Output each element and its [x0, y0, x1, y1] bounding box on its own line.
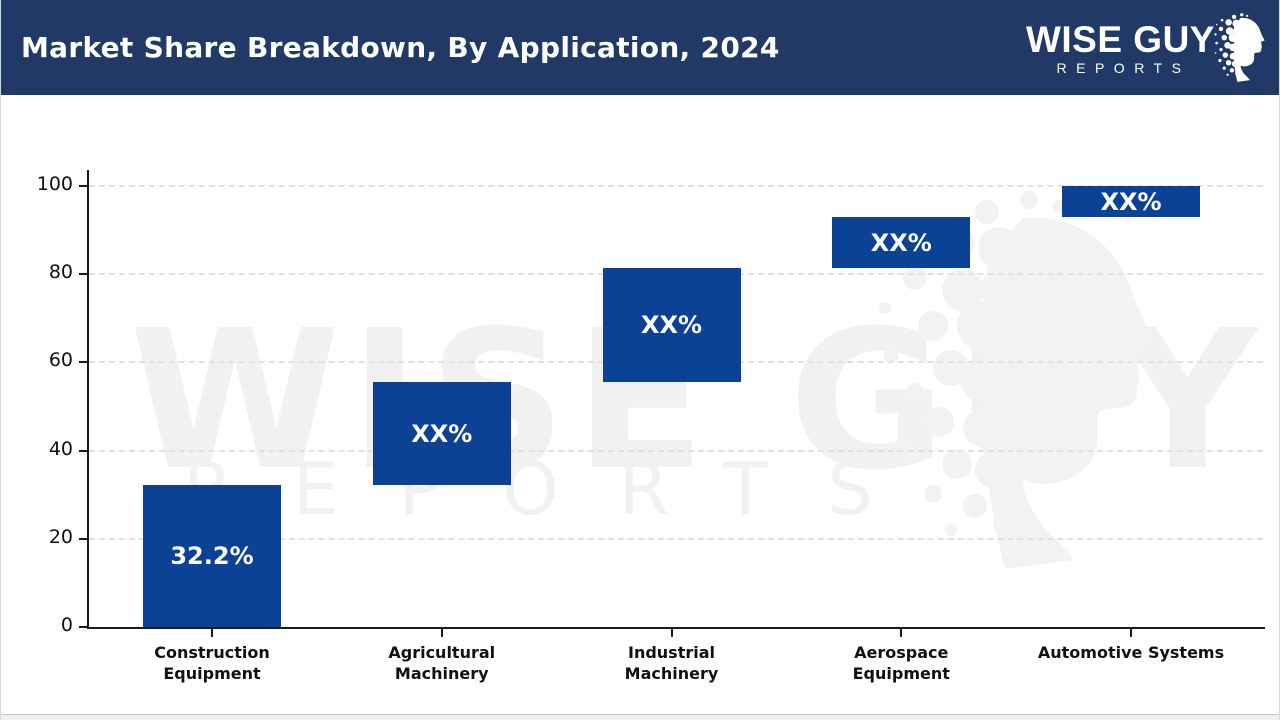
bar-value-label: XX%: [411, 419, 473, 448]
bar-value-label: XX%: [640, 311, 703, 340]
category-label: Aerospace Equipment: [781, 642, 1021, 684]
category-label: Agricultural Machinery: [322, 642, 562, 684]
category-label-line: Machinery: [624, 664, 719, 683]
y-axis-line: [87, 170, 89, 629]
brand-logo: WISE GUY REPORTS: [1026, 6, 1269, 90]
brand-subname: REPORTS: [1056, 59, 1191, 76]
bar-value-label: 32.2%: [170, 541, 254, 570]
bar: XX%: [1062, 186, 1200, 218]
y-tick-mark: [79, 449, 87, 452]
chart-area: WISE GUY REPORTS 0 20 40 60 80 100 32.2% Constr…: [1, 95, 1279, 715]
y-tick-mark: [79, 626, 87, 628]
x-tick-mark: [1130, 629, 1132, 637]
brand-name: WISE GUY: [1025, 18, 1215, 60]
x-axis-line: [87, 627, 1265, 629]
category-label-line: Agricultural: [388, 643, 496, 662]
y-tick-label: 100: [36, 173, 73, 195]
x-tick-mark: [670, 629, 673, 637]
gridline: [89, 449, 1263, 452]
gridline: [89, 185, 1263, 187]
y-tick-label: 80: [48, 261, 73, 284]
category-label-line: Automotive Systems: [1037, 643, 1225, 662]
brand-head-icon: [1209, 6, 1269, 90]
bar: XX%: [832, 217, 971, 268]
x-tick-mark: [211, 629, 213, 637]
y-tick-label: 40: [48, 437, 73, 460]
page-title: Market Share Breakdown, By Application, …: [21, 31, 780, 64]
y-tick-label: 0: [60, 614, 73, 636]
bar: XX%: [372, 382, 511, 485]
brand-text: WISE GUY REPORTS: [1026, 21, 1215, 75]
x-tick-mark: [900, 629, 903, 637]
category-label-line: Equipment: [163, 664, 261, 683]
y-tick-mark: [79, 361, 87, 364]
y-tick-mark: [79, 537, 87, 540]
category-label-line: Machinery: [394, 664, 489, 683]
category-label-line: Aerospace: [854, 643, 949, 662]
bar-value-label: XX%: [870, 228, 932, 257]
header-bar: Market Share Breakdown, By Application, …: [1, 0, 1279, 95]
y-tick-label: 20: [48, 525, 73, 548]
category-label: Automotive Systems: [1011, 642, 1251, 663]
category-label-line: Construction: [154, 643, 270, 662]
gridline: [89, 537, 1263, 540]
bar: XX%: [602, 268, 741, 383]
category-label: Industrial Machinery: [552, 642, 792, 684]
category-label-line: Equipment: [852, 664, 950, 683]
category-label-line: Industrial: [627, 643, 715, 662]
bar: 32.2%: [143, 484, 281, 627]
footer-strip: [1, 714, 1279, 720]
y-tick-label: 60: [48, 349, 73, 372]
y-tick-mark: [79, 185, 87, 187]
x-tick-mark: [440, 629, 443, 637]
bar-value-label: XX%: [1100, 187, 1162, 216]
watermark-text-secondary: REPORTS: [183, 447, 934, 531]
y-tick-mark: [79, 273, 87, 276]
category-label: Construction Equipment: [92, 642, 332, 684]
